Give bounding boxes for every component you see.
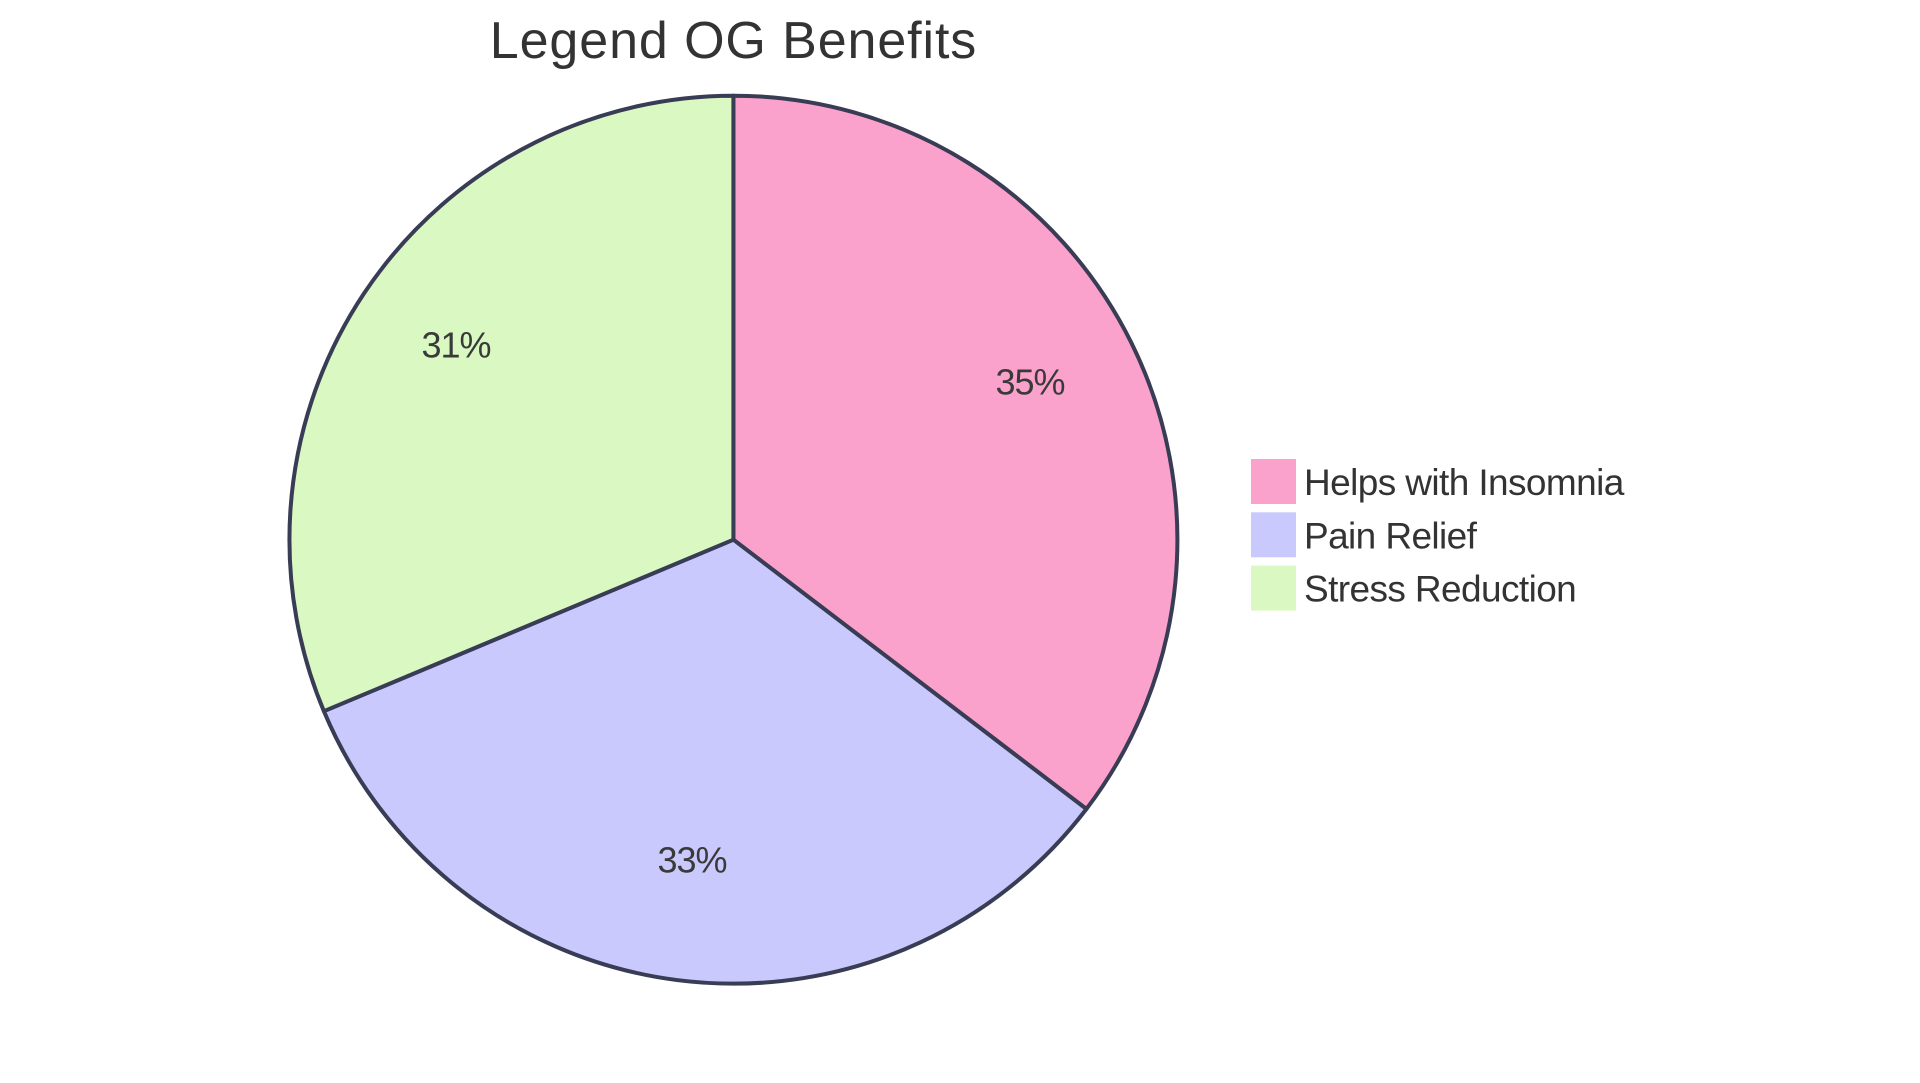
svg-text:Helps with Insomnia: Helps with Insomnia <box>1304 462 1625 503</box>
svg-text:Legend OG Benefits: Legend OG Benefits <box>490 12 977 70</box>
svg-text:Stress Reduction: Stress Reduction <box>1304 569 1576 610</box>
svg-text:Pain Relief: Pain Relief <box>1304 515 1478 556</box>
svg-text:31%: 31% <box>421 325 490 366</box>
svg-text:35%: 35% <box>995 362 1064 403</box>
svg-text:33%: 33% <box>657 840 726 881</box>
